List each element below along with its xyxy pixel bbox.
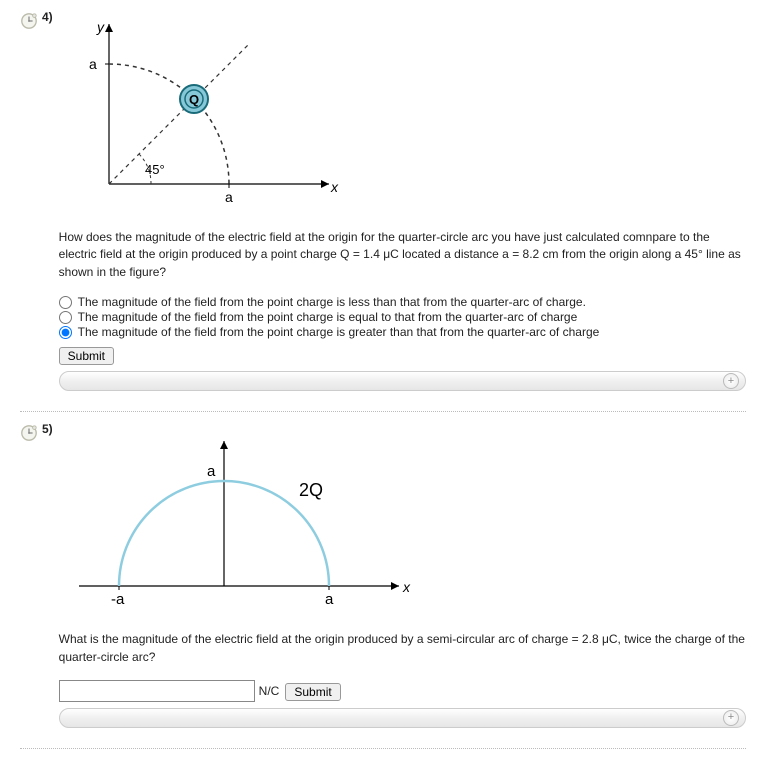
plus-icon: + — [723, 710, 739, 726]
choice-2[interactable]: The magnitude of the field from the poin… — [59, 325, 746, 339]
figure-q4: y x a a 45° Q — [59, 14, 746, 217]
a-x-label: a — [225, 189, 233, 205]
pos-a-label: a — [325, 591, 334, 608]
choice-label: The magnitude of the field from the poin… — [78, 310, 578, 324]
question-5: 5) x -a a a 2Q What — [20, 422, 746, 738]
question-number: 4) — [42, 10, 53, 24]
unit-label: N/C — [259, 684, 280, 698]
question-body: x -a a a 2Q What is the magnitude of the… — [59, 422, 746, 738]
expand-bar[interactable]: + — [59, 371, 746, 391]
choice-label: The magnitude of the field from the poin… — [78, 325, 600, 339]
question-text: How does the magnitude of the electric f… — [59, 229, 746, 281]
figure-q5: x -a a a 2Q — [59, 426, 746, 619]
plus-icon: + — [723, 373, 739, 389]
neg-a-label: -a — [111, 591, 125, 608]
choice-radio-0[interactable] — [59, 296, 72, 309]
submit-button[interactable]: Submit — [285, 683, 340, 701]
a-y-label: a — [207, 463, 216, 480]
choices: The magnitude of the field from the poin… — [59, 295, 746, 339]
expand-bar[interactable]: + — [59, 708, 746, 728]
charge-label: 2Q — [299, 480, 323, 500]
x-axis-label: x — [402, 579, 411, 595]
submit-button[interactable]: Submit — [59, 347, 114, 365]
y-axis-label: y — [96, 19, 105, 35]
question-body: y x a a 45° Q How does the magnitud — [59, 10, 746, 401]
answer-input[interactable] — [59, 680, 255, 702]
choice-radio-1[interactable] — [59, 311, 72, 324]
question-number: 5) — [42, 422, 53, 436]
choice-0[interactable]: The magnitude of the field from the poin… — [59, 295, 746, 309]
clock-icon — [20, 12, 38, 30]
choice-radio-2[interactable] — [59, 326, 72, 339]
question-text: What is the magnitude of the electric fi… — [59, 631, 746, 666]
choice-1[interactable]: The magnitude of the field from the poin… — [59, 310, 746, 324]
answer-row: N/C Submit — [59, 680, 746, 702]
angle-label: 45° — [145, 162, 165, 177]
separator — [20, 411, 746, 412]
choice-label: The magnitude of the field from the poin… — [78, 295, 586, 309]
charge-label: Q — [189, 92, 199, 107]
x-axis-label: x — [330, 179, 339, 195]
clock-icon — [20, 424, 38, 442]
question-4: 4) y x a a 45° — [20, 10, 746, 401]
a-y-label: a — [89, 56, 97, 72]
separator — [20, 748, 746, 749]
